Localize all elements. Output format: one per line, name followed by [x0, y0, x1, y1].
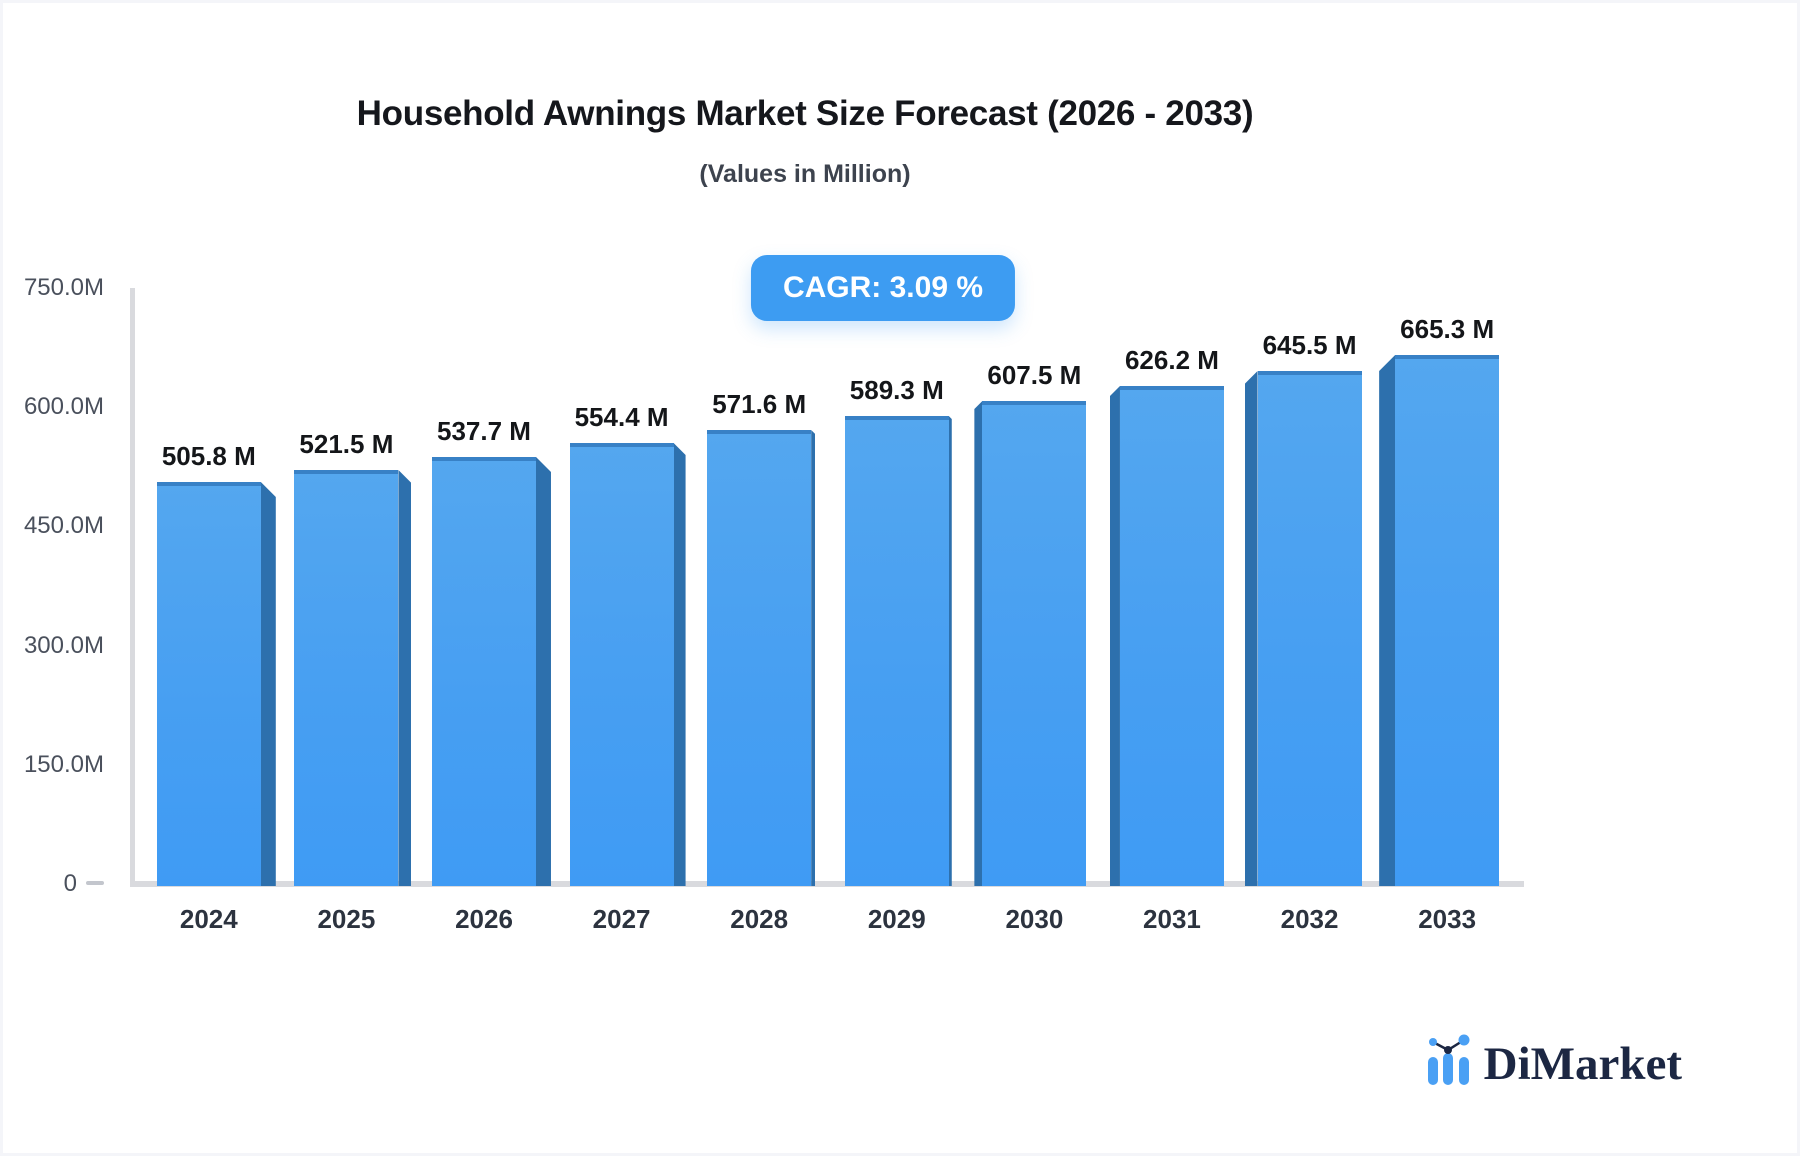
- x-axis-line: [130, 881, 1524, 887]
- x-tick-label: 2031: [1143, 904, 1201, 934]
- x-tick-label: 2030: [1005, 904, 1064, 934]
- x-tick-label: 2025: [317, 904, 376, 934]
- bar-front-face: 665.3 M: [1379, 314, 1500, 886]
- bar-side-face: [948, 416, 952, 886]
- brand-name: DiMarket: [1483, 1037, 1682, 1090]
- bar-column: 505.8 M: [140, 288, 278, 886]
- x-tick-label: 2028: [730, 904, 789, 934]
- bar-column: 537.7 M: [415, 288, 553, 886]
- bar-column: 645.5 M: [1241, 288, 1379, 886]
- bar-front-face: 521.5 M: [294, 429, 412, 886]
- chart-subtitle: (Values in Million): [699, 160, 911, 188]
- bar-front-face: 607.5 M: [974, 360, 1087, 886]
- y-axis-line: [130, 288, 135, 884]
- bar-front-face: 554.4 M: [569, 402, 686, 886]
- bar-side-face: [673, 443, 686, 886]
- bar-value-label: 626.2 M: [1124, 345, 1219, 375]
- bar-front-face: 589.3 M: [844, 375, 952, 886]
- y-tick-label: 600.0M: [23, 393, 104, 421]
- bar-value-label: 554.4 M: [574, 402, 669, 432]
- y-tick-label: 300.0M: [23, 631, 104, 659]
- bars-container: 505.8 M 521.5 M 537.7 M 554.4 M 571.6 M 589.3…: [140, 288, 1516, 886]
- bar-front-face: 537.7 M: [431, 416, 551, 886]
- bar-value-label: 665.3 M: [1400, 314, 1495, 344]
- x-tick-label: 2027: [592, 904, 651, 934]
- mini-bar-chart-trend-icon: [1427, 1034, 1470, 1085]
- bar-value-label: 589.3 M: [849, 375, 944, 405]
- bar-column: 626.2 M: [1103, 288, 1241, 886]
- bar-column: 665.3 M: [1378, 288, 1516, 886]
- bar-side-face: [1109, 386, 1120, 886]
- brand-logo: DiMarket: [1426, 1034, 1682, 1090]
- bar-front-face: 505.8 M: [156, 441, 276, 886]
- bar-value-label: 521.5 M: [299, 429, 394, 459]
- bar-value-label: 505.8 M: [161, 441, 256, 471]
- bar-front-face: 571.6 M: [707, 389, 816, 886]
- bar-side-face: [260, 482, 276, 886]
- bar-side-face: [535, 457, 551, 886]
- bar-value-label: 571.6 M: [712, 389, 807, 419]
- page-title: Household Awnings Market Size Forecast (…: [356, 94, 1254, 133]
- bar-side-face: [1379, 355, 1396, 886]
- bar-side-face: [811, 430, 816, 886]
- zero-tick-mark: [86, 881, 104, 885]
- y-tick-label: 0: [0, 869, 104, 899]
- x-tick-label: 2033: [1418, 904, 1477, 934]
- bar-side-face: [398, 470, 412, 886]
- bar-value-label: 607.5 M: [987, 360, 1082, 390]
- y-tick-label: 750.0M: [23, 274, 104, 301]
- cagr-badge-label: CAGR: 3.09 %: [782, 271, 984, 304]
- bar-side-face: [974, 401, 983, 886]
- bar-front-face: 626.2 M: [1109, 345, 1224, 886]
- bar-column: 554.4 M: [553, 288, 691, 886]
- bar-column: 571.6 M: [690, 288, 828, 886]
- bar-value-label: 537.7 M: [437, 416, 531, 446]
- x-tick-label: 2024: [179, 904, 238, 934]
- x-tick-label: 2029: [867, 904, 926, 934]
- bar-side-face: [1244, 371, 1258, 886]
- bar-column: 607.5 M: [966, 288, 1104, 886]
- bar-value-label: 645.5 M: [1262, 330, 1357, 360]
- y-tick-label: 450.0M: [23, 512, 104, 540]
- bar-column: 589.3 M: [828, 288, 966, 886]
- x-tick-label: 2026: [455, 904, 513, 934]
- bar-column: 521.5 M: [278, 288, 416, 886]
- x-tick-label: 2032: [1280, 904, 1339, 934]
- y-tick-label: 150.0M: [23, 750, 104, 778]
- x-axis-labels: 2024 2025 2026 2027 2028 2029 2030 2031 2032 2033: [140, 902, 1516, 936]
- bar-front-face: 645.5 M: [1244, 330, 1362, 886]
- cagr-badge: CAGR: 3.09 %: [750, 255, 1016, 321]
